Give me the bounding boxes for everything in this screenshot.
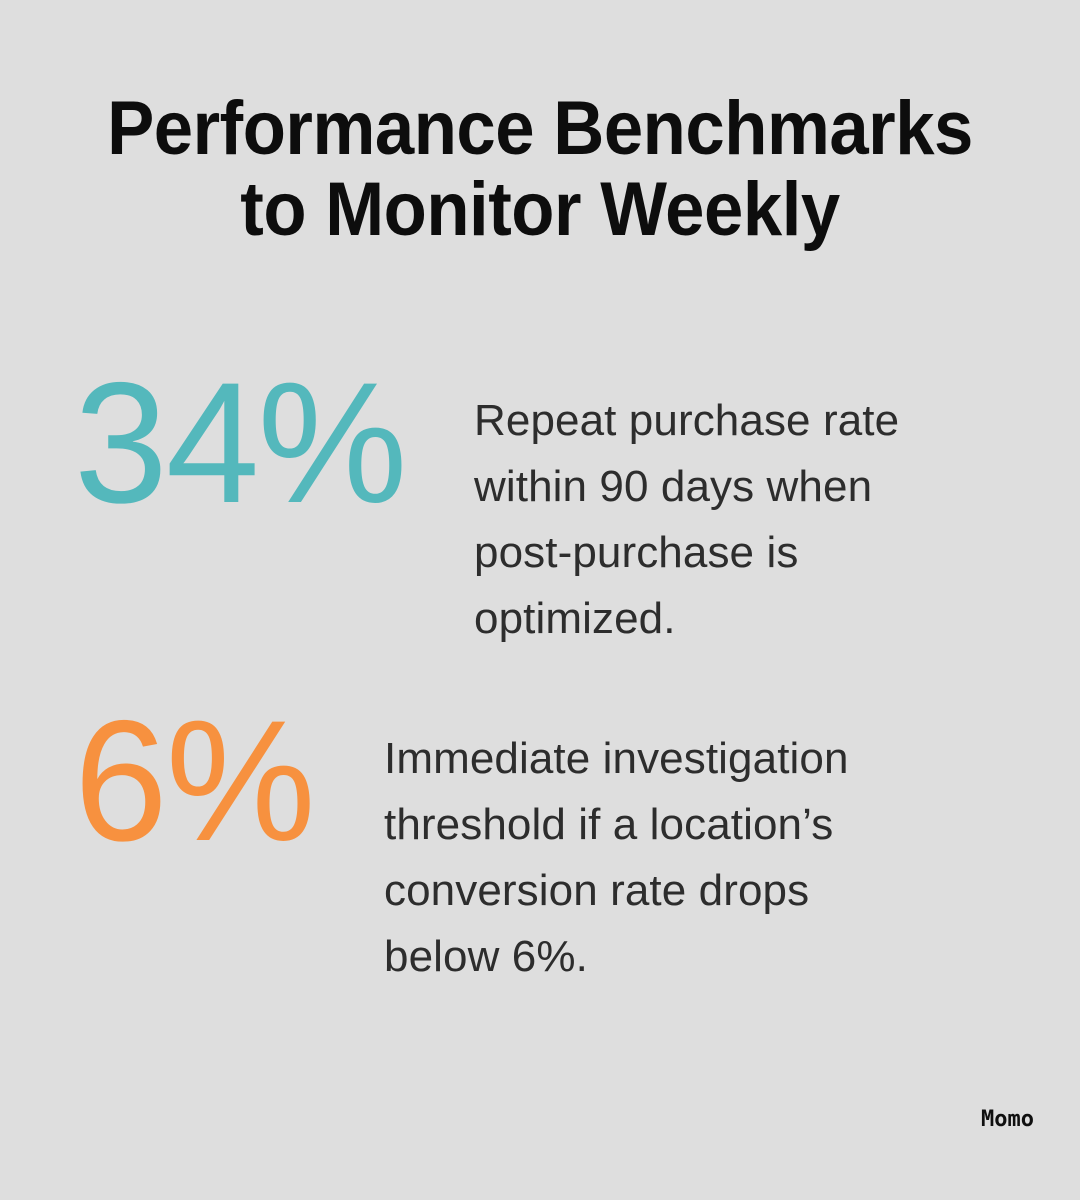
stat-value-2: 6% bbox=[74, 685, 316, 877]
stat-description-2: Immediate investigation threshold if a l… bbox=[384, 734, 849, 981]
page-title: Performance Benchmarks to Monitor Weekly bbox=[0, 88, 1080, 251]
stat-block-1: 34% Repeat purchase rate within 90 days … bbox=[74, 347, 944, 652]
stat-value-1: 34% bbox=[74, 347, 407, 539]
title-text: Performance Benchmarks to Monitor Weekly bbox=[38, 88, 1042, 251]
title-line-2: to Monitor Weekly bbox=[240, 167, 840, 253]
title-line-1: Performance Benchmarks bbox=[107, 86, 973, 171]
stat-description-1: Repeat purchase rate within 90 days when… bbox=[474, 396, 900, 643]
brand-logo: Momo bbox=[981, 1107, 1034, 1132]
stat-block-2: 6% Immediate investigation threshold if … bbox=[74, 685, 909, 990]
